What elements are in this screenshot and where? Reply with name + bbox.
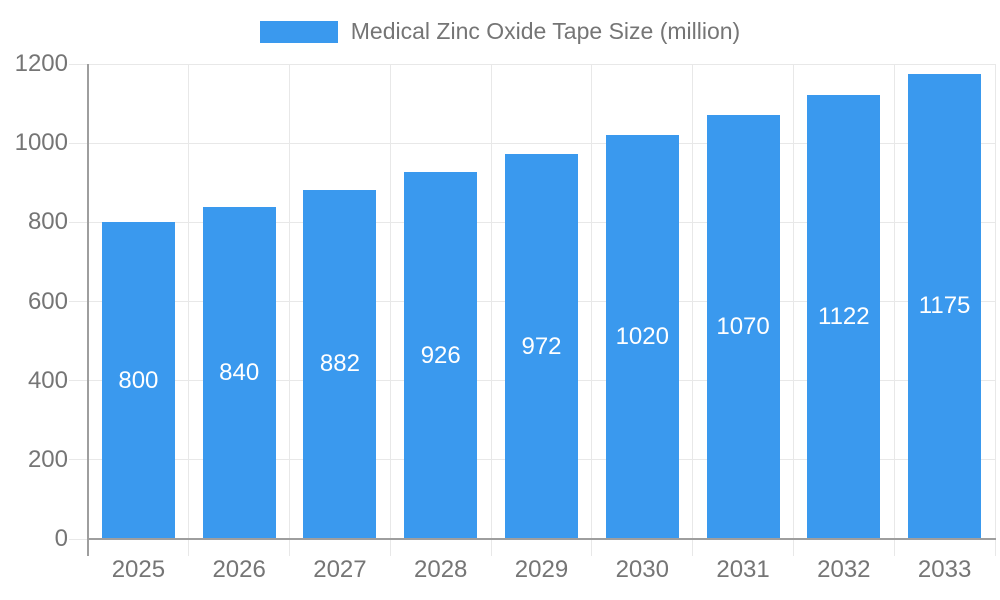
bar[interactable]: 1020: [605, 135, 679, 539]
y-axis-label: 400: [27, 366, 68, 394]
y-axis-label: 0: [54, 525, 68, 552]
gridline-horizontal: [88, 142, 995, 144]
gridline-vertical: [893, 64, 895, 539]
x-axis-tick: [692, 539, 694, 556]
plot-area: 0 200 400 600 800 1000 1200 2025 2026 2027 2028 202…: [15, 50, 996, 583]
x-axis-tick: [994, 539, 996, 556]
bar[interactable]: 1175: [908, 73, 982, 539]
bar[interactable]: 1122: [807, 94, 881, 539]
x-axis-label: 2026: [212, 556, 266, 583]
y-axis-tick: [69, 221, 87, 223]
bar-value-label: 1070: [716, 313, 770, 341]
gridline-vertical: [188, 64, 190, 539]
x-axis-label: 2027: [313, 556, 367, 583]
y-axis-label: 1000: [14, 129, 68, 157]
x-axis-label: 2025: [111, 556, 166, 583]
y-axis-tick: [69, 63, 87, 65]
x-axis-label: 2032: [817, 556, 871, 583]
x-axis-tick: [490, 539, 492, 556]
y-axis-tick: [69, 301, 87, 302]
plot-right-border: [994, 64, 996, 539]
bar[interactable]: 840: [202, 206, 276, 539]
y-axis-label: 200: [27, 445, 68, 473]
y-axis-label: 600: [27, 287, 68, 315]
bar-value-label: 840: [219, 358, 260, 386]
bar[interactable]: 1070: [706, 115, 780, 539]
bar[interactable]: 972: [505, 154, 578, 539]
y-axis-label: 1200: [14, 50, 68, 77]
x-axis-tick: [792, 539, 794, 556]
bar[interactable]: 882: [303, 189, 377, 539]
gridline-vertical: [389, 64, 391, 539]
bar-value-label: 800: [118, 366, 159, 394]
x-axis-label: 2033: [917, 556, 972, 583]
bar[interactable]: 926: [404, 172, 478, 539]
legend: Medical Zinc Oxide Tape Size (million): [0, 18, 1000, 45]
y-axis-tick: [69, 459, 87, 461]
gridline-vertical: [692, 64, 694, 539]
bar-value-label: 882: [319, 350, 360, 378]
y-axis-line: [87, 64, 89, 556]
x-axis-label: 2029: [514, 556, 569, 583]
x-axis-label: 2028: [414, 556, 468, 583]
y-axis-tick: [69, 538, 87, 540]
gridline-horizontal: [88, 63, 995, 65]
bar-value-label: 1175: [918, 292, 971, 320]
x-axis-tick: [188, 539, 190, 556]
bar-value-label: 926: [420, 341, 461, 369]
x-axis-label: 2031: [716, 556, 770, 583]
gridline-vertical: [792, 64, 794, 539]
x-axis-tick: [893, 539, 895, 556]
y-axis-tick: [69, 142, 87, 144]
bar-value-label: 1020: [615, 323, 669, 351]
x-axis-label: 2030: [615, 556, 669, 583]
gridline-vertical: [591, 64, 593, 539]
y-axis-label: 800: [27, 208, 68, 236]
bar[interactable]: 800: [101, 222, 175, 539]
y-axis-tick: [69, 380, 87, 382]
legend-item[interactable]: Medical Zinc Oxide Tape Size (million): [259, 18, 741, 45]
legend-label: Medical Zinc Oxide Tape Size (million): [350, 18, 741, 44]
legend-swatch-icon: [259, 20, 338, 43]
bar-value-label: 1122: [818, 302, 870, 330]
gridline-vertical: [490, 64, 492, 539]
gridline-vertical: [289, 64, 291, 539]
bar-value-label: 972: [521, 332, 562, 360]
x-axis-tick: [591, 539, 593, 556]
x-axis-line: [87, 538, 996, 540]
x-axis-tick: [289, 539, 291, 556]
x-axis-tick: [389, 539, 391, 556]
